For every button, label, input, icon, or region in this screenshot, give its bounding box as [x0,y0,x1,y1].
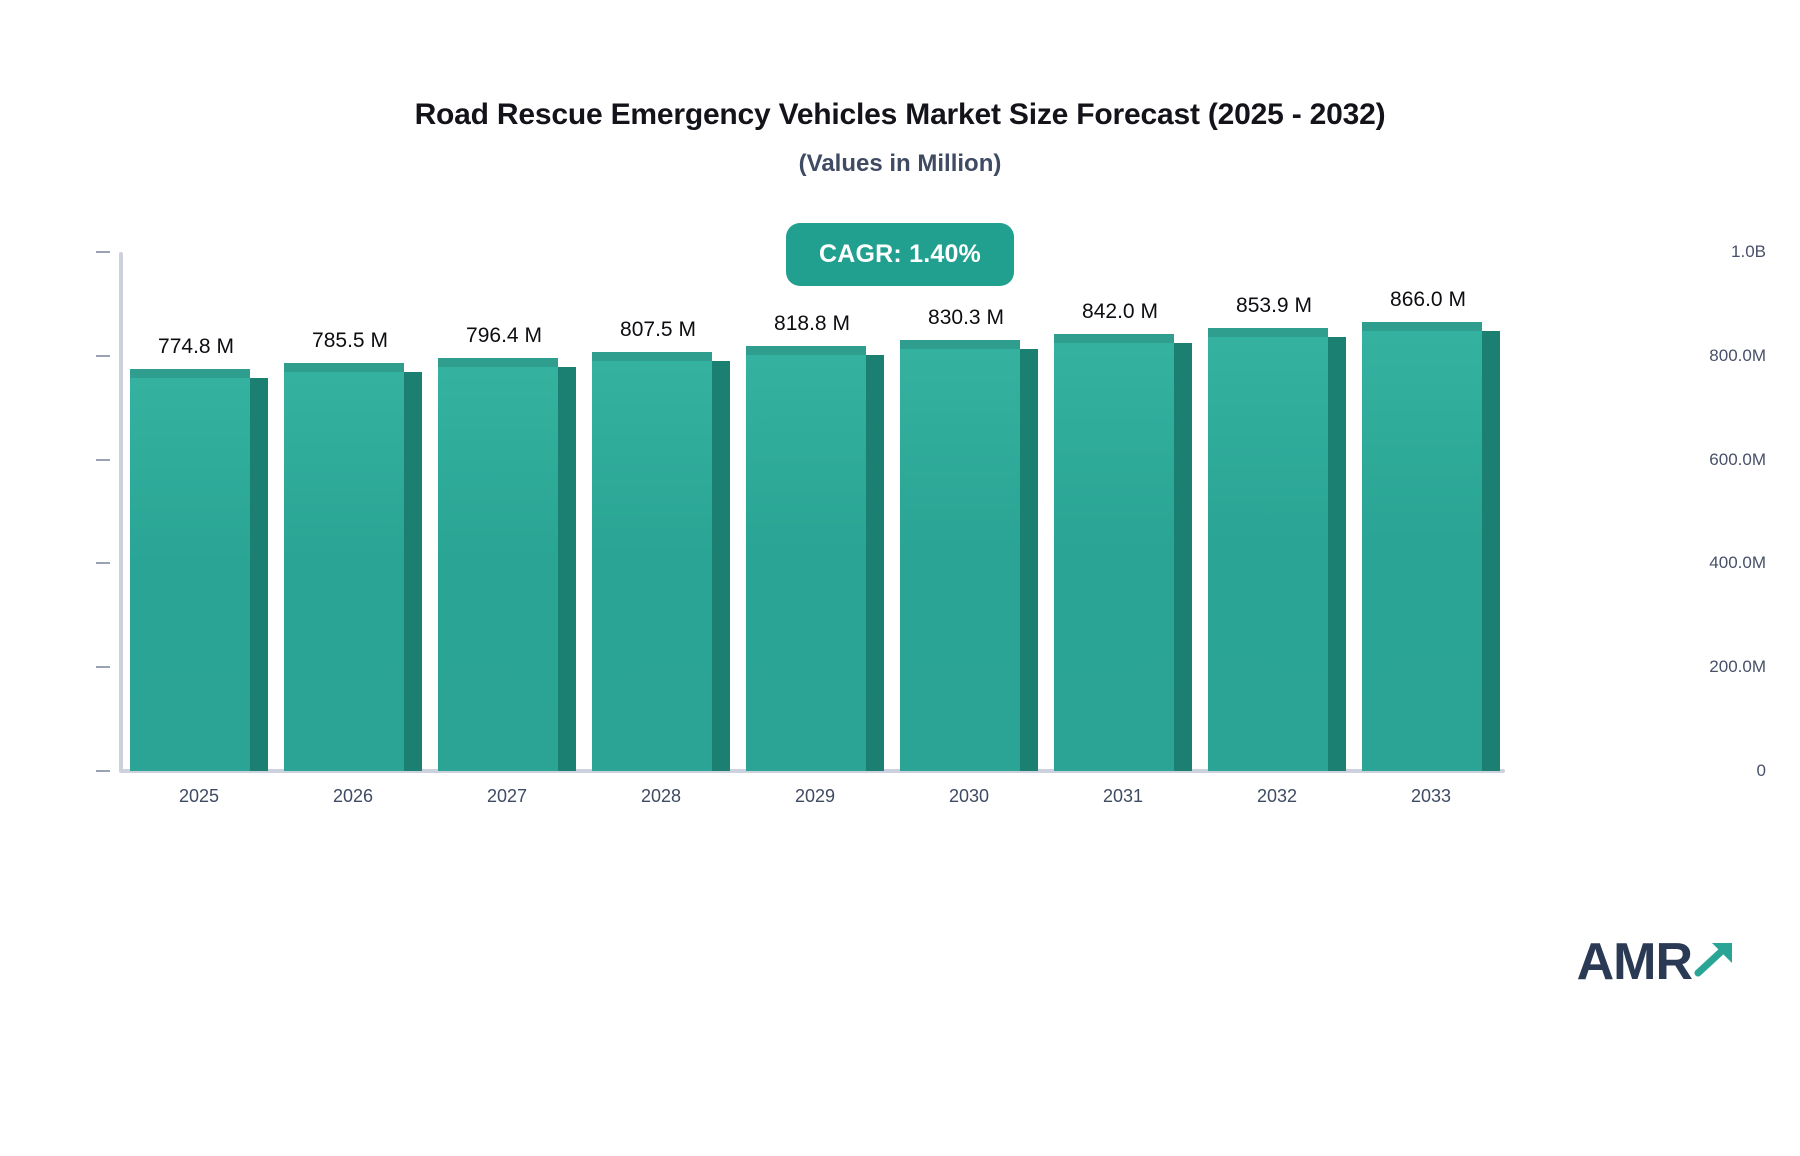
bar-value-label: 853.9 M [1236,293,1312,317]
bar[interactable]: 785.5 M [284,329,422,771]
bar[interactable]: 774.8 M [130,335,268,771]
bar-front-face [130,368,250,771]
trending-up-arrow-icon [1694,939,1738,984]
bar-front-face [1208,327,1328,771]
y-axis-tick-label: 1.0B [1731,242,1766,261]
bar-side-face [1020,349,1038,771]
y-axis-tick-mark [96,458,110,461]
bar-front-face [284,363,404,771]
amr-logo: AMR [1577,936,1738,988]
y-axis-tick-label: 200.0M [1709,657,1766,677]
y-axis-line [119,252,123,771]
y-axis-tick-mark [96,562,110,565]
bar[interactable]: 796.4 M [438,324,576,771]
x-axis-tick-label: 2027 [486,786,528,806]
y-axis-tick-label: 600.0M [1709,449,1766,469]
y-axis-tick-label: 0 [1756,761,1766,780]
bar-side-face [1174,343,1192,771]
bar-top-face [900,340,1020,350]
x-axis-tick-label: 2026 [332,786,374,806]
y-axis-tick-label: 800.0M [1709,345,1766,365]
chart-subtitle: (Values in Million) [798,149,1002,177]
bar-side-face [866,355,884,771]
bar-front-face [1362,321,1482,771]
y-axis-tick-mark [96,354,110,357]
title-block: Road Rescue Emergency Vehicles Market Si… [0,96,1800,178]
bar[interactable]: 807.5 M [592,318,730,771]
bar-side-face [1482,330,1500,771]
bar-front-face [1054,334,1174,771]
bar-side-face [250,377,268,771]
bar-front-face [438,357,558,771]
bar-value-label: 818.8 M [774,312,850,336]
bar-top-face [1208,327,1328,337]
bar-front-face [592,351,712,771]
bar-value-label: 807.5 M [620,317,696,341]
x-axis-tick-label: 2032 [1256,786,1298,806]
x-axis-tick-label: 2029 [794,786,836,806]
bar[interactable]: 842.0 M [1054,300,1192,771]
x-axis-tick-label: 2025 [178,786,220,806]
bar-top-face [746,346,866,356]
x-axis-tick-label: 2031 [1102,786,1144,806]
bar-value-label: 830.3 M [928,306,1004,330]
x-axis-tick-label: 2028 [640,786,682,806]
page-title: Road Rescue Emergency Vehicles Market Si… [414,98,1386,131]
y-axis-tick-label: 400.0M [1709,553,1766,573]
amr-logo-text: AMR [1576,933,1693,991]
bar-value-label: 785.5 M [312,329,388,353]
bar-side-face [712,360,730,771]
bar-value-label: 842.0 M [1082,300,1158,324]
bar-front-face [900,340,1020,771]
bar-value-label: 796.4 M [466,323,542,347]
bar-top-face [592,351,712,361]
bar-value-label: 774.8 M [158,334,234,358]
bar-top-face [130,368,250,378]
bar-value-label: 866.0 M [1390,287,1466,311]
bar-side-face [404,372,422,771]
bar-top-face [284,363,404,373]
bar[interactable]: 853.9 M [1208,294,1346,771]
cagr-badge: CAGR: 1.40% [786,223,1014,286]
bar-top-face [1054,334,1174,344]
y-axis-tick-mark [96,251,110,253]
bar-side-face [1328,336,1346,771]
bar-top-face [1362,321,1482,331]
x-axis-tick-label: 2033 [1410,786,1452,806]
bar-front-face [746,346,866,771]
bar[interactable]: 818.8 M [746,312,884,771]
bar-side-face [558,366,576,771]
bar[interactable]: 866.0 M [1362,288,1500,771]
bar-top-face [438,357,558,367]
bar[interactable]: 830.3 M [900,306,1038,771]
x-axis-line [119,769,1505,773]
y-axis-tick-mark [96,666,110,669]
y-axis-tick-mark [96,770,110,772]
x-axis-tick-label: 2030 [948,786,990,806]
